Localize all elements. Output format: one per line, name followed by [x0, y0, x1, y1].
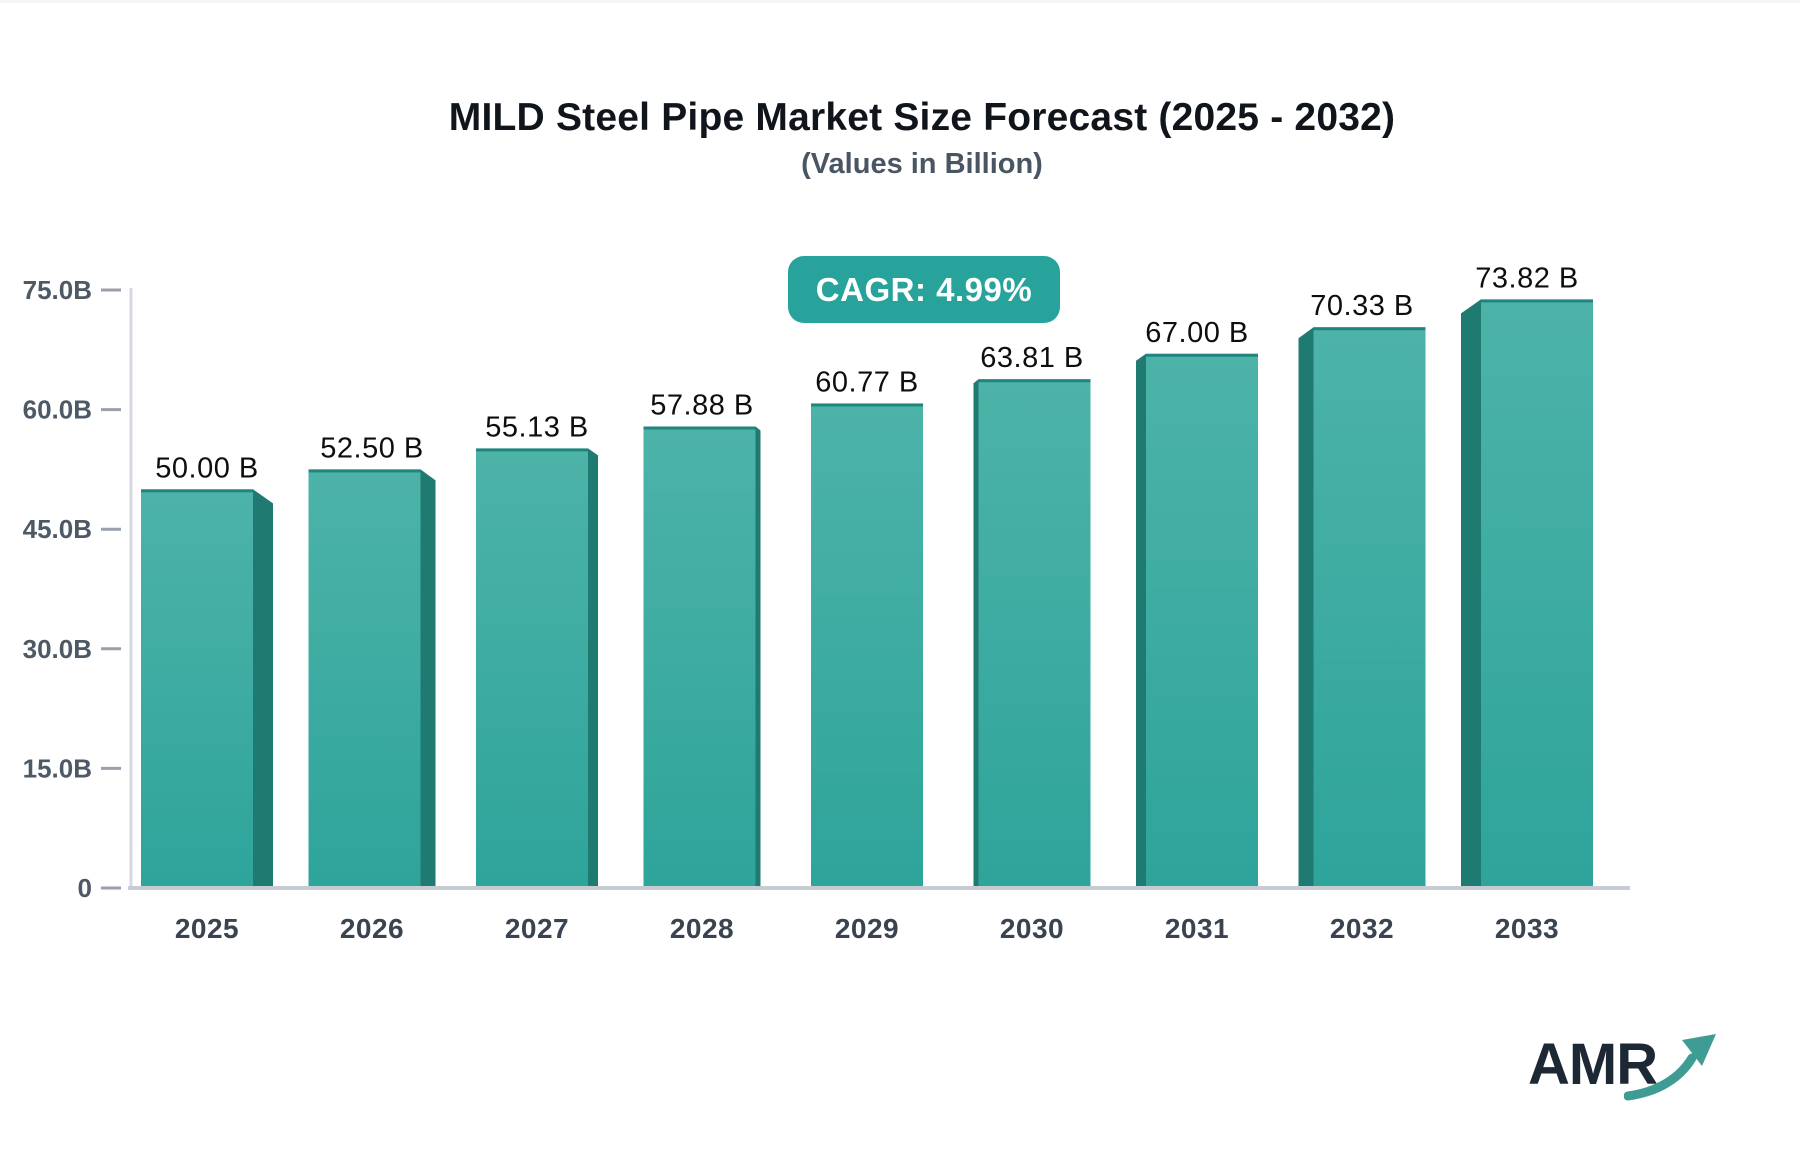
bar-2029: 60.77 B — [811, 366, 923, 888]
cagr-badge-label: CAGR: 4.99% — [815, 270, 1033, 308]
cagr-badge: CAGR: 4.99% — [788, 256, 1060, 323]
bar-2030: 63.81 B — [973, 342, 1091, 888]
bar-value-label: 55.13 B — [485, 411, 588, 443]
bar-top-edge — [476, 448, 588, 452]
bar-top-edge — [1146, 353, 1258, 357]
bar-front-face — [1481, 299, 1593, 888]
bar-value-label: 70.33 B — [1310, 290, 1413, 322]
bar-front-face — [308, 469, 421, 888]
bar-2027: 55.13 B — [476, 411, 598, 888]
bar-top-edge — [308, 469, 421, 473]
bar-top-edge — [811, 403, 923, 407]
y-axis-tick: 45.0B — [23, 514, 121, 544]
y-tick-label: 15.0B — [23, 753, 92, 783]
chart-subtitle: (Values in Billion) — [801, 148, 1043, 180]
y-axis-tick: 75.0B — [23, 275, 121, 305]
bar-2028: 57.88 B — [643, 390, 761, 888]
bar-side-face — [1298, 327, 1314, 888]
y-axis-tick: 0 — [78, 873, 121, 903]
bar-2026: 52.50 B — [308, 432, 436, 888]
x-axis-label: 2025 — [175, 913, 239, 944]
y-tick-label: 30.0B — [23, 634, 92, 664]
bar-side-face — [1136, 353, 1146, 889]
bar-side-face — [755, 426, 761, 888]
bar-side-face — [253, 489, 273, 888]
bar-2031: 67.00 B — [1136, 317, 1258, 889]
bar-front-face — [1146, 353, 1258, 889]
bar-top-edge — [978, 379, 1091, 383]
bar-value-label: 60.77 B — [815, 366, 918, 398]
x-axis-label: 2026 — [340, 913, 404, 944]
y-tick-label: 0 — [78, 873, 92, 903]
y-axis-tick: 30.0B — [23, 634, 121, 664]
bar-side-face — [1461, 299, 1481, 888]
amr-logo: AMR — [1528, 1032, 1718, 1116]
bar-front-face — [643, 426, 756, 888]
amr-logo-text: AMR — [1528, 1032, 1658, 1097]
bar-value-label: 52.50 B — [320, 432, 423, 464]
bar-front-face — [476, 448, 588, 888]
y-tick-label: 60.0B — [23, 395, 92, 425]
bar-side-face — [973, 379, 979, 888]
bar-2025: 50.00 B — [141, 452, 273, 888]
amr-logo-arrow-icon — [1624, 1034, 1716, 1101]
bar-front-face — [141, 489, 253, 888]
x-axis-label: 2027 — [505, 913, 569, 944]
y-tick-label: 45.0B — [23, 514, 92, 544]
x-axis-label: 2029 — [835, 913, 899, 944]
bar-value-label: 63.81 B — [980, 342, 1083, 374]
bar-top-edge — [1313, 327, 1426, 331]
bar-top-edge — [141, 489, 253, 493]
bar-value-label: 73.82 B — [1475, 262, 1578, 294]
top-border — [0, 0, 1800, 3]
x-axis-label: 2028 — [670, 913, 734, 944]
chart-title: MILD Steel Pipe Market Size Forecast (20… — [448, 96, 1396, 139]
x-axis-label: 2031 — [1165, 913, 1229, 944]
bar-top-edge — [643, 426, 756, 430]
bar-side-face — [588, 448, 598, 888]
y-axis-tick: 15.0B — [23, 753, 121, 783]
bar-value-label: 67.00 B — [1145, 317, 1248, 349]
bar-side-face — [420, 469, 436, 888]
x-axis-label: 2030 — [1000, 913, 1064, 944]
bar-value-label: 57.88 B — [650, 390, 753, 422]
y-axis-tick: 60.0B — [23, 395, 121, 425]
x-axis-label: 2033 — [1495, 913, 1559, 944]
bar-value-label: 50.00 B — [155, 452, 258, 484]
bar-front-face — [1313, 327, 1426, 888]
bar-2033: 73.82 B — [1461, 262, 1593, 888]
x-axis-label: 2032 — [1330, 913, 1394, 944]
bar-2032: 70.33 B — [1298, 290, 1426, 888]
bar-top-edge — [1481, 299, 1593, 303]
y-tick-label: 75.0B — [23, 275, 92, 305]
bar-front-face — [811, 403, 923, 888]
bar-front-face — [978, 379, 1091, 888]
